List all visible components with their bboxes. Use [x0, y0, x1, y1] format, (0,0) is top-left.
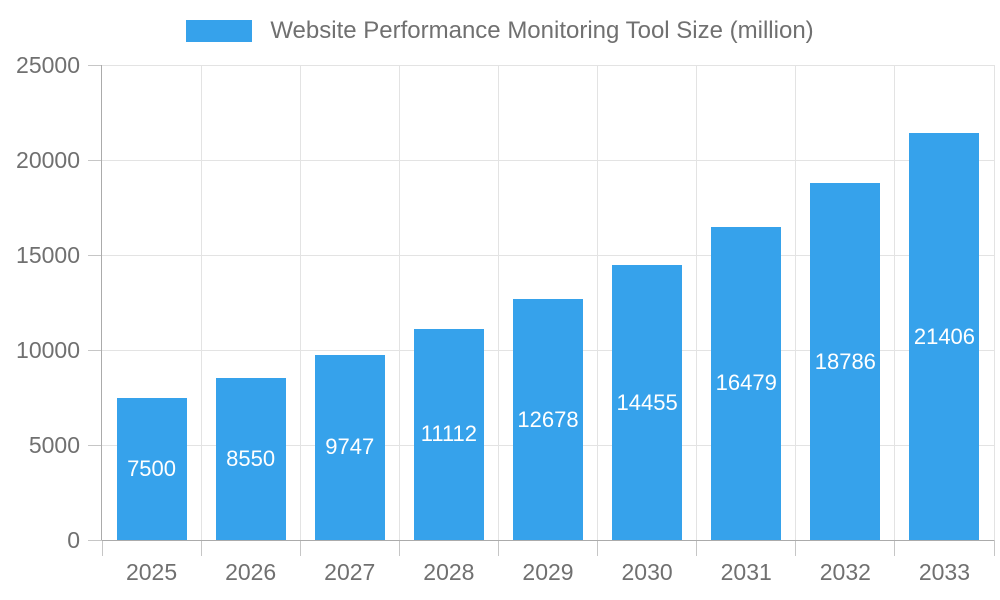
gridline-horizontal	[102, 159, 994, 161]
gridline-vertical	[497, 65, 499, 540]
legend-label: Website Performance Monitoring Tool Size…	[270, 17, 814, 44]
bar-2029[interactable]: 12678	[513, 299, 583, 540]
x-tick-label: 2025	[125, 559, 178, 585]
x-axis-tick-mark	[101, 540, 103, 556]
y-tick-label: 0	[67, 527, 80, 553]
gridline-vertical	[200, 65, 202, 540]
x-tick-label: 2028	[423, 559, 475, 585]
bar-2030[interactable]: 14455	[612, 265, 683, 540]
x-axis-tick-mark	[696, 540, 698, 556]
x-tick-label: 2033	[918, 559, 971, 585]
x-axis-line	[102, 540, 994, 541]
x-tick-label: 2027	[324, 559, 376, 585]
bar-2032[interactable]: 18786	[810, 183, 881, 540]
y-axis-tick-mark	[88, 254, 102, 256]
y-axis-tick-mark	[88, 64, 102, 66]
bar-value-label: 12678	[517, 406, 579, 432]
y-tick-label: 25000	[16, 52, 80, 78]
x-axis-tick-mark	[894, 540, 896, 556]
gridline-vertical	[597, 65, 599, 540]
y-tick-label: 5000	[28, 432, 80, 458]
y-axis-line	[101, 65, 102, 540]
gridline-vertical	[795, 65, 797, 540]
bar-2026[interactable]: 8550	[215, 377, 286, 540]
x-axis-tick-mark	[200, 540, 202, 556]
x-axis-tick-mark	[398, 540, 400, 556]
gridline-vertical	[299, 65, 301, 540]
gridline-vertical	[894, 65, 896, 540]
bar-2025[interactable]: 7500	[116, 397, 187, 540]
x-tick-label: 2031	[720, 559, 772, 585]
bar-value-label: 14455	[616, 389, 678, 415]
bar-value-label: 18786	[814, 348, 876, 374]
y-axis-tick-mark	[88, 444, 102, 446]
x-tick-label: 2026	[225, 559, 277, 585]
gridline-vertical	[398, 65, 400, 540]
bar-value-label: 7500	[127, 455, 177, 481]
bar-2027[interactable]: 9747	[314, 354, 385, 540]
x-axis-tick-mark	[795, 540, 797, 556]
x-axis-tick-mark	[299, 540, 301, 556]
gridline-vertical	[993, 65, 995, 540]
y-tick-label: 15000	[16, 242, 80, 268]
bar-value-label: 8550	[226, 445, 276, 471]
bar-2028[interactable]: 11112	[413, 328, 484, 540]
y-axis-tick-mark	[88, 159, 102, 161]
y-tick-label: 20000	[16, 147, 80, 173]
y-axis-tick-mark	[88, 539, 102, 541]
bar-2031[interactable]: 16479	[711, 226, 782, 540]
y-axis-tick-mark	[88, 349, 102, 351]
bar-value-label: 9747	[325, 434, 375, 460]
x-tick-label: 2032	[819, 559, 871, 585]
legend-swatch	[186, 20, 253, 42]
x-tick-label: 2030	[621, 559, 673, 585]
x-axis-tick-mark	[993, 540, 995, 556]
bar-2033[interactable]: 21406	[909, 133, 980, 540]
legend[interactable]: Website Performance Monitoring Tool Size…	[0, 17, 1000, 45]
x-axis-tick-mark	[597, 540, 599, 556]
x-axis-tick-mark	[497, 540, 499, 556]
gridline-vertical	[696, 65, 698, 540]
bar-value-label: 21406	[913, 323, 976, 349]
y-tick-label: 10000	[16, 337, 80, 363]
gridline-horizontal	[102, 254, 994, 256]
bar-value-label: 11112	[420, 421, 478, 447]
gridline-horizontal	[102, 64, 994, 66]
x-tick-label: 2029	[522, 559, 574, 585]
bar-value-label: 16479	[715, 370, 777, 396]
